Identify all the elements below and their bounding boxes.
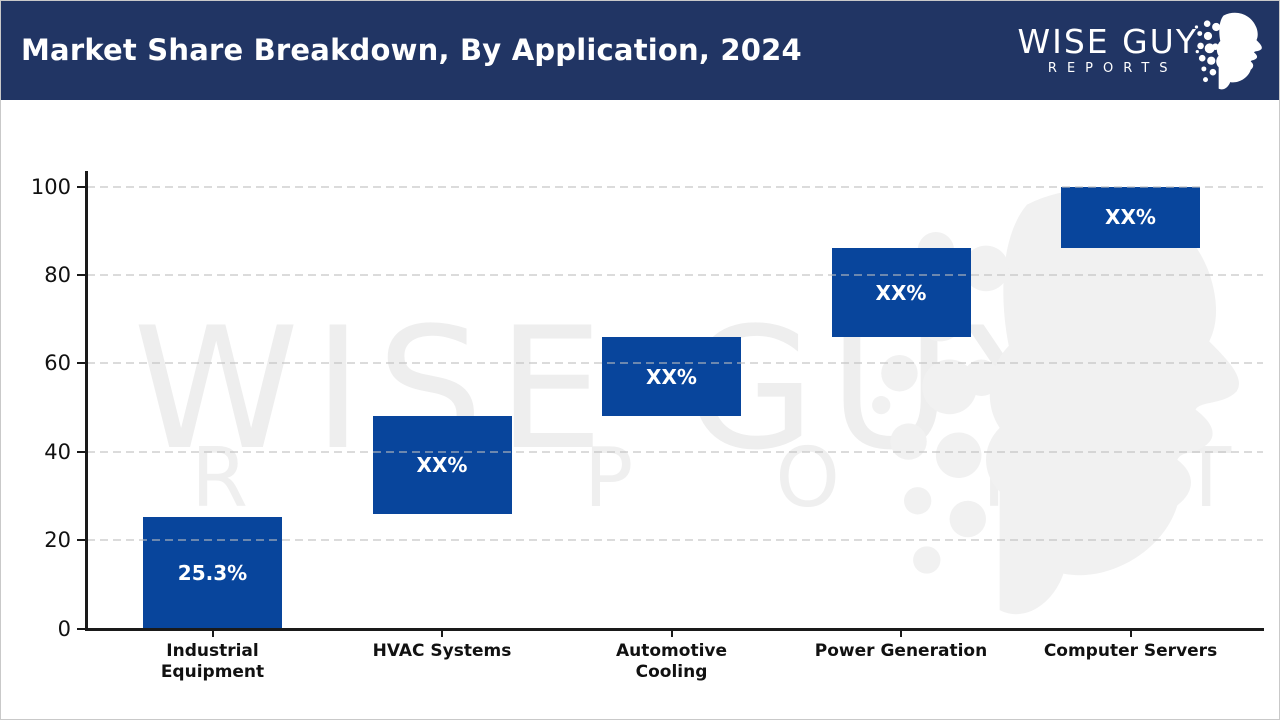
bar-value-label: XX% bbox=[646, 364, 697, 389]
x-tick-mark bbox=[211, 630, 214, 637]
bar-segment bbox=[372, 416, 512, 514]
x-axis-line bbox=[85, 628, 1264, 631]
wise-guy-head-icon bbox=[1194, 12, 1262, 90]
header: Market Share Breakdown, By Application, … bbox=[1, 1, 1279, 100]
y-axis-line bbox=[85, 171, 88, 630]
gridline-100 bbox=[87, 185, 1263, 188]
gridline-20 bbox=[87, 539, 1263, 542]
y-tick-mark-40 bbox=[77, 450, 85, 453]
y-tick-label-20: 20 bbox=[44, 528, 71, 553]
logo-brand-sub: REPORTS bbox=[1047, 61, 1178, 76]
bar-segment bbox=[602, 336, 741, 417]
y-tick-mark-80 bbox=[77, 273, 85, 276]
bar-value-label: XX% bbox=[416, 452, 468, 477]
bar-segment bbox=[143, 516, 282, 629]
x-tick-mark bbox=[441, 630, 443, 637]
x-category-label: Automotive Cooling bbox=[615, 641, 728, 683]
bar-value-label: 25.3% bbox=[177, 560, 248, 585]
x-tick-mark bbox=[900, 630, 902, 637]
gridline-80 bbox=[87, 273, 1263, 276]
gridline-40 bbox=[87, 450, 1263, 453]
logo-brand-name: WISE GUY bbox=[1017, 22, 1198, 61]
gridline-60 bbox=[87, 362, 1263, 365]
page-title: Market Share Breakdown, By Application, … bbox=[21, 33, 802, 67]
x-tick-mark bbox=[670, 630, 673, 637]
x-tick-mark bbox=[1129, 630, 1132, 637]
plot-area: WISE GUY R E P O R T S 25.3%XX%XX%XX%XX%… bbox=[1, 101, 1279, 719]
y-tick-mark-60 bbox=[77, 362, 85, 365]
bar-value-label: XX% bbox=[875, 280, 927, 305]
y-tick-label-100: 100 bbox=[30, 174, 71, 199]
x-category-label: HVAC Systems bbox=[372, 641, 512, 661]
y-tick-mark-100 bbox=[77, 185, 85, 188]
bar-segment bbox=[831, 248, 971, 337]
bar-segment bbox=[1061, 186, 1200, 249]
wiseguy-logo-text: WISE GUY REPORTS bbox=[1017, 25, 1198, 75]
wiseguy-logo: WISE GUY REPORTS bbox=[1017, 8, 1268, 92]
y-tick-label-80: 80 bbox=[44, 262, 71, 287]
x-category-label: Computer Servers bbox=[1043, 641, 1218, 661]
x-category-label: Power Generation bbox=[814, 641, 988, 661]
x-category-label: Industrial Equipment bbox=[160, 641, 265, 683]
y-tick-label-40: 40 bbox=[44, 439, 71, 464]
y-tick-mark-20 bbox=[77, 539, 85, 542]
y-tick-label-60: 60 bbox=[44, 351, 71, 376]
y-tick-label-0: 0 bbox=[57, 616, 71, 641]
y-tick-mark-0 bbox=[77, 627, 85, 630]
bar-value-label: XX% bbox=[1105, 205, 1156, 230]
